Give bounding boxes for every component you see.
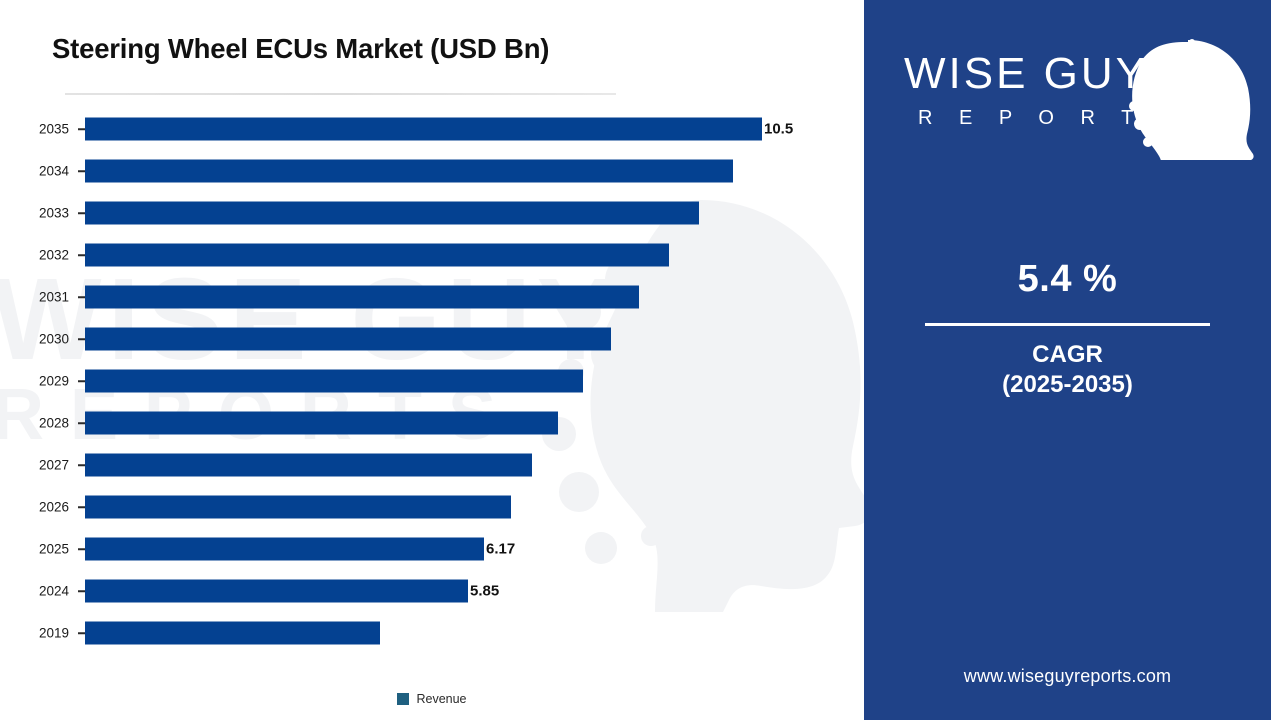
y-axis-label: 2031	[38, 289, 69, 305]
cagr-value: 5.4 %	[1017, 258, 1118, 300]
bar-revenue[interactable]	[85, 537, 484, 561]
bar-row: 2025 6.17	[0, 528, 864, 570]
bar-row: 2026	[0, 486, 864, 528]
y-axis-label: 2034	[38, 163, 69, 179]
bar-revenue[interactable]	[85, 117, 762, 141]
logo-line1: WISE GUY	[904, 49, 1149, 98]
bar-revenue[interactable]	[85, 495, 511, 519]
chart-legend: Revenue	[0, 692, 864, 706]
y-axis-label: 2028	[38, 415, 69, 431]
bar-value-label: 5.85	[470, 582, 500, 600]
bar-revenue[interactable]	[85, 159, 733, 183]
bar-revenue[interactable]	[85, 411, 558, 435]
y-axis-tick	[78, 590, 85, 592]
bar-chart-plot: 2035 10.5 2034 2033 2032 2031 2030 2029 2028 2027…	[0, 108, 864, 653]
y-axis-tick	[78, 548, 85, 550]
y-axis-label: 2027	[38, 457, 69, 473]
bar-revenue[interactable]	[85, 453, 532, 477]
cagr-divider	[925, 323, 1210, 326]
bar-revenue[interactable]	[85, 201, 699, 225]
chart-title: Steering Wheel ECUs Market (USD Bn)	[52, 33, 550, 64]
bar-row: 2029	[0, 360, 864, 402]
logo-head-icon	[1129, 39, 1254, 160]
bar-revenue[interactable]	[85, 243, 669, 267]
cagr-label: CAGR	[1032, 340, 1103, 368]
logo-text: WISE GUY R E P O R T S	[904, 49, 1184, 129]
bar-revenue[interactable]	[85, 369, 583, 393]
cagr-block: 5.4 % CAGR (2025-2035)	[864, 258, 1271, 399]
y-axis-tick	[78, 170, 85, 172]
bar-row: 2032	[0, 234, 864, 276]
y-axis-tick	[78, 296, 85, 298]
y-axis-tick	[78, 128, 85, 130]
bar-row: 2035 10.5	[0, 108, 864, 150]
y-axis-label: 2029	[38, 373, 69, 389]
bar-value-label: 10.5	[764, 120, 794, 138]
y-axis-tick	[78, 380, 85, 382]
y-axis-tick	[78, 632, 85, 634]
y-axis-tick	[78, 506, 85, 508]
bar-revenue[interactable]	[85, 285, 639, 309]
bar-row: 2019	[0, 612, 864, 654]
y-axis-tick	[78, 464, 85, 466]
y-axis-label: 2019	[38, 625, 69, 641]
bar-row: 2024 5.85	[0, 570, 864, 612]
title-divider	[65, 93, 616, 95]
y-axis-label: 2030	[38, 331, 69, 347]
y-axis-label: 2025	[38, 541, 69, 557]
logo-line2: R E P O R T S	[918, 107, 1184, 129]
brand-panel: WISE GUY R E P O R T S	[864, 0, 1271, 720]
y-axis-label: 2033	[38, 205, 69, 221]
bar-row: 2031	[0, 276, 864, 318]
wiseguy-logo: WISE GUY R E P O R T S	[904, 39, 1254, 160]
bar-revenue[interactable]	[85, 579, 468, 603]
bar-revenue[interactable]	[85, 621, 380, 645]
y-axis-label: 2035	[38, 121, 69, 137]
cagr-period: (2025-2035)	[1002, 370, 1133, 398]
y-axis-tick	[78, 338, 85, 340]
bar-row: 2028	[0, 402, 864, 444]
y-axis-label: 2032	[38, 247, 69, 263]
bar-row: 2027	[0, 444, 864, 486]
bar-row: 2033	[0, 192, 864, 234]
y-axis-label: 2024	[38, 583, 69, 599]
bar-row: 2034	[0, 150, 864, 192]
y-axis-tick	[78, 212, 85, 214]
y-axis-tick	[78, 422, 85, 424]
legend-swatch-revenue	[397, 693, 410, 705]
bar-revenue[interactable]	[85, 327, 611, 351]
website-url: www.wiseguyreports.com	[963, 666, 1172, 686]
y-axis-label: 2026	[38, 499, 69, 515]
y-axis-tick	[78, 254, 85, 256]
legend-label-revenue: Revenue	[416, 692, 467, 706]
bar-value-label: 6.17	[486, 540, 516, 558]
bar-row: 2030	[0, 318, 864, 360]
